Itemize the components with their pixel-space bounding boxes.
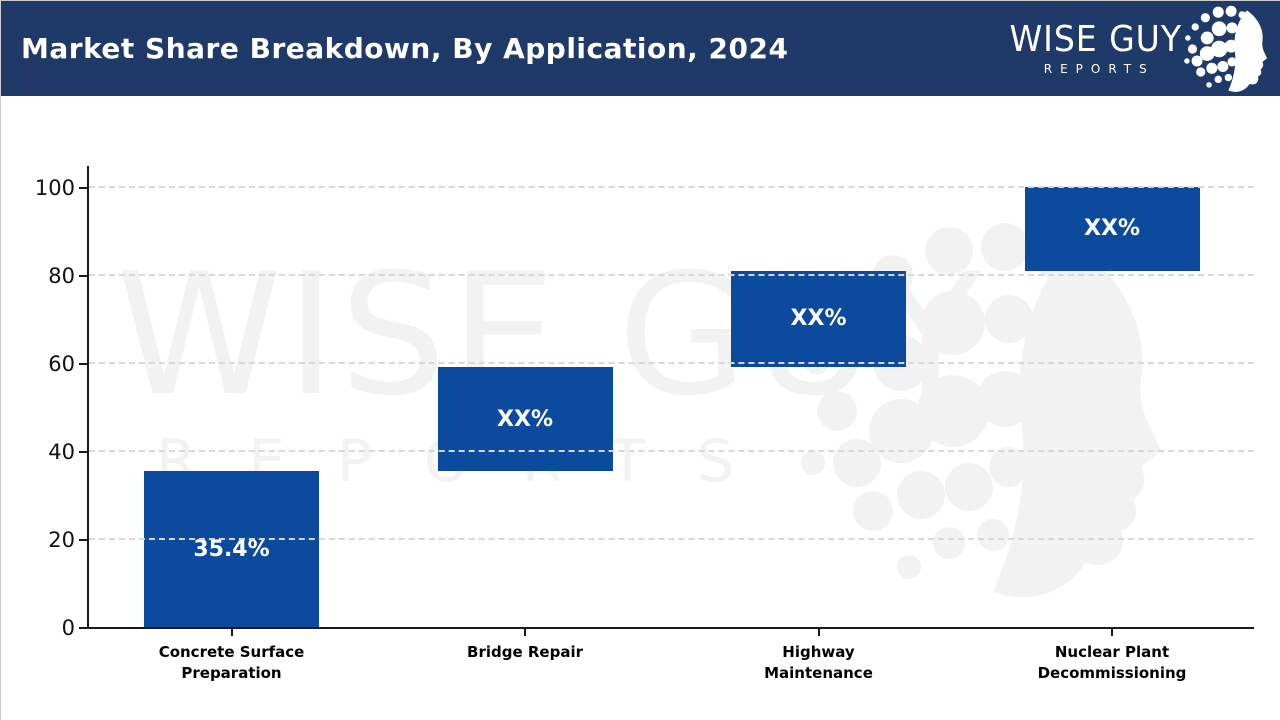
y-tick-label: 80 (48, 264, 75, 288)
wise-guy-logo: WISE GUY REPORTS (1002, 3, 1280, 95)
x-tick-mark (1111, 629, 1113, 636)
header-bar: Market Share Breakdown, By Application, … (1, 1, 1280, 96)
y-tick-mark (79, 539, 87, 541)
y-tick-label: 40 (48, 440, 75, 464)
logo-text: WISE GUY REPORTS (1002, 18, 1190, 76)
x-category-label: Concrete Surface Preparation (158, 643, 305, 682)
y-axis-spine (87, 166, 89, 629)
y-tick-mark (79, 363, 87, 365)
gridline-60 (89, 362, 1254, 364)
bar-segment: XX% (437, 367, 613, 472)
x-tick-mark (817, 629, 820, 636)
chart-title: Market Share Breakdown, By Application, … (21, 32, 789, 65)
x-category-label: Nuclear Plant Decommissioning (1037, 643, 1187, 682)
gridline-80 (89, 274, 1254, 276)
y-tick-mark (79, 275, 87, 277)
bar-segment: XX% (731, 270, 906, 368)
gridline-100 (89, 186, 1254, 188)
x-tick-mark (230, 629, 233, 636)
watermark-wordmark: WISE GUY (116, 237, 986, 433)
gridline-20 (89, 538, 1254, 540)
x-category-label: Highway Maintenance (764, 643, 873, 682)
x-axis-spine (87, 627, 1254, 629)
bar-value-label: 35.4% (193, 536, 270, 562)
bar-value-label: XX% (790, 306, 847, 332)
bar-value-label: XX% (497, 406, 553, 432)
y-tick-mark (79, 627, 87, 629)
y-tick-label: 0 (61, 616, 75, 640)
bar-value-label: XX% (1084, 216, 1140, 242)
y-tick-label: 100 (34, 176, 75, 200)
y-tick-mark (79, 451, 87, 453)
logo-wordmark: WISE GUY (1009, 18, 1182, 60)
y-tick-mark (79, 187, 87, 189)
x-tick-mark (524, 629, 526, 636)
y-tick-label: 60 (48, 352, 75, 376)
gridline-40 (89, 450, 1254, 452)
logo-subtitle: REPORTS (1043, 61, 1155, 76)
bar-segment: XX% (1024, 187, 1200, 271)
y-tick-label: 20 (48, 528, 75, 552)
bar-segment: 35.4% (144, 471, 319, 627)
x-category-label: Bridge Repair (467, 643, 583, 661)
dotted-head-icon (1184, 5, 1267, 92)
